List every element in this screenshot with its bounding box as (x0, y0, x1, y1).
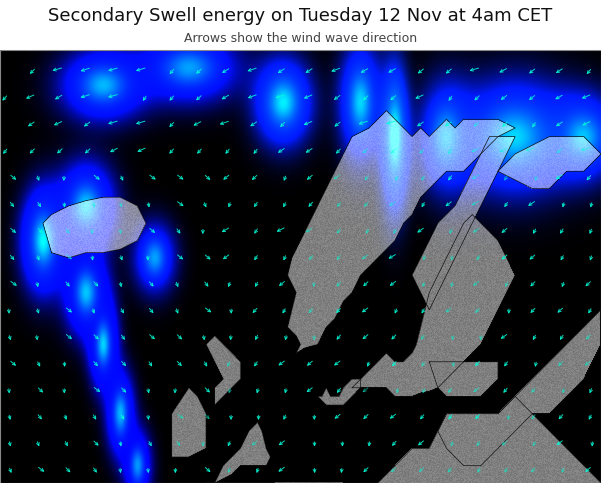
Text: Arrows show the wind wave direction: Arrows show the wind wave direction (184, 32, 417, 45)
Text: Secondary Swell energy on Tuesday 12 Nov at 4am CET: Secondary Swell energy on Tuesday 12 Nov… (48, 7, 553, 25)
